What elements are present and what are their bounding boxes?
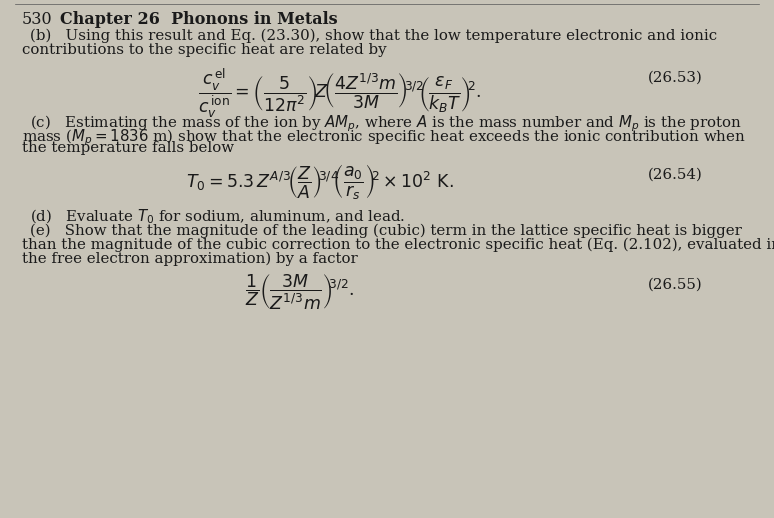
Text: the temperature falls below: the temperature falls below (22, 141, 234, 155)
Text: contributions to the specific heat are related by: contributions to the specific heat are r… (22, 43, 387, 57)
Text: $\dfrac{c_{v}^{\,\mathrm{el}}}{c_{v}^{\,\mathrm{ion}}} = \left(\dfrac{5}{12\pi^{: $\dfrac{c_{v}^{\,\mathrm{el}}}{c_{v}^{\,… (198, 67, 481, 120)
Text: (d)   Evaluate $T_{0}$ for sodium, aluminum, and lead.: (d) Evaluate $T_{0}$ for sodium, aluminu… (30, 208, 406, 226)
Text: than the magnitude of the cubic correction to the electronic specific heat (Eq. : than the magnitude of the cubic correcti… (22, 238, 774, 252)
Text: (c)   Estimating the mass of the ion by $AM_{p}$, where $A$ is the mass number a: (c) Estimating the mass of the ion by $A… (30, 113, 742, 134)
Text: $T_{0} = 5.3\,Z^{A/3}\!\left(\dfrac{Z}{A}\right)^{\!\!3/4}\!\!\left(\dfrac{a_{0}: $T_{0} = 5.3\,Z^{A/3}\!\left(\dfrac{Z}{A… (186, 162, 454, 201)
Text: (b)   Using this result and Eq. (23.30), show that the low temperature electroni: (b) Using this result and Eq. (23.30), s… (30, 29, 717, 44)
Text: 530: 530 (22, 11, 53, 28)
Text: (26.54): (26.54) (648, 168, 703, 182)
Text: $\dfrac{1}{Z}\left(\dfrac{3M}{Z^{1/3}m}\right)^{\!\!3/2}$.: $\dfrac{1}{Z}\left(\dfrac{3M}{Z^{1/3}m}\… (245, 272, 354, 311)
Text: Chapter 26  Phonons in Metals: Chapter 26 Phonons in Metals (60, 11, 337, 28)
Text: (26.55): (26.55) (648, 278, 703, 292)
Text: mass ($M_{p} = 1836$ m) show that the electronic specific heat exceeds the ionic: mass ($M_{p} = 1836$ m) show that the el… (22, 127, 746, 148)
Text: the free electron approximation) by a factor: the free electron approximation) by a fa… (22, 252, 358, 266)
Text: (26.53): (26.53) (648, 71, 703, 85)
Text: (e)   Show that the magnitude of the leading (cubic) term in the lattice specifi: (e) Show that the magnitude of the leadi… (30, 224, 741, 238)
